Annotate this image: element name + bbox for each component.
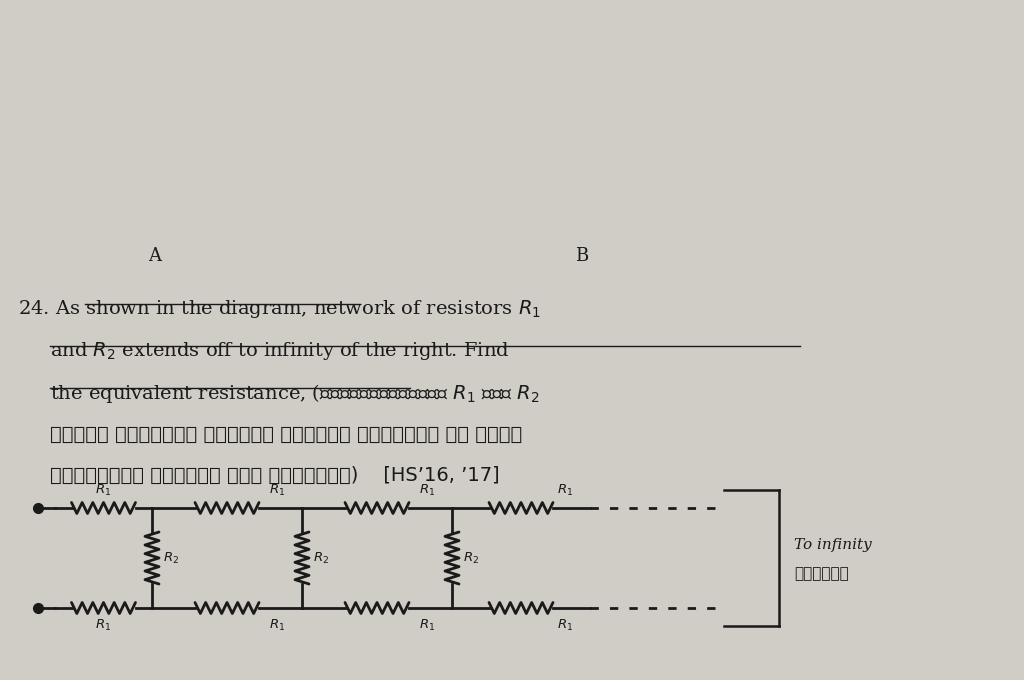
Text: $R_2$: $R_2$ [463, 550, 479, 566]
Text: $R_1$: $R_1$ [419, 483, 435, 498]
Text: A: A [148, 247, 162, 265]
Text: 24. As shown in the diagram, network of resistors $R_1$: 24. As shown in the diagram, network of … [18, 298, 541, 320]
Text: বোধকৰ সজ্জাটো সৌফালে অসীমলে বিস্তৃত হৈ আছেৱ: বোধকৰ সজ্জাটো সৌফালে অসীমলে বিস্তৃত হৈ আ… [50, 425, 522, 444]
Text: $R_2$: $R_2$ [313, 550, 329, 566]
Text: $R_1$: $R_1$ [269, 483, 285, 498]
Text: $R_1$: $R_1$ [557, 483, 573, 498]
Text: $R_1$: $R_1$ [557, 618, 573, 633]
Text: $R_1$: $R_1$ [419, 618, 435, 633]
Text: সজ্জাটোৰ সমাহিত বোধ উলিওওাৱ)    [HS’16, ’17]: সজ্জাটোৰ সমাহিত বোধ উলিওওাৱ) [HS’16, ’17… [50, 466, 500, 485]
Text: B: B [575, 247, 589, 265]
Text: $R_1$: $R_1$ [269, 618, 285, 633]
Text: $R_2$: $R_2$ [163, 550, 179, 566]
Text: অসীমলে: অসীমলে [794, 566, 849, 581]
Text: $R_1$: $R_1$ [95, 483, 111, 498]
Text: and $R_2$ extends off to infinity of the right. Find: and $R_2$ extends off to infinity of the… [50, 340, 510, 362]
Text: To infinity: To infinity [794, 538, 871, 552]
Text: $R_1$: $R_1$ [95, 618, 111, 633]
Text: the equivalent resistance, (চিত্রানুযায়ী $R_1$ আৰু $R_2$: the equivalent resistance, (চিত্রানুযায়… [50, 382, 540, 405]
